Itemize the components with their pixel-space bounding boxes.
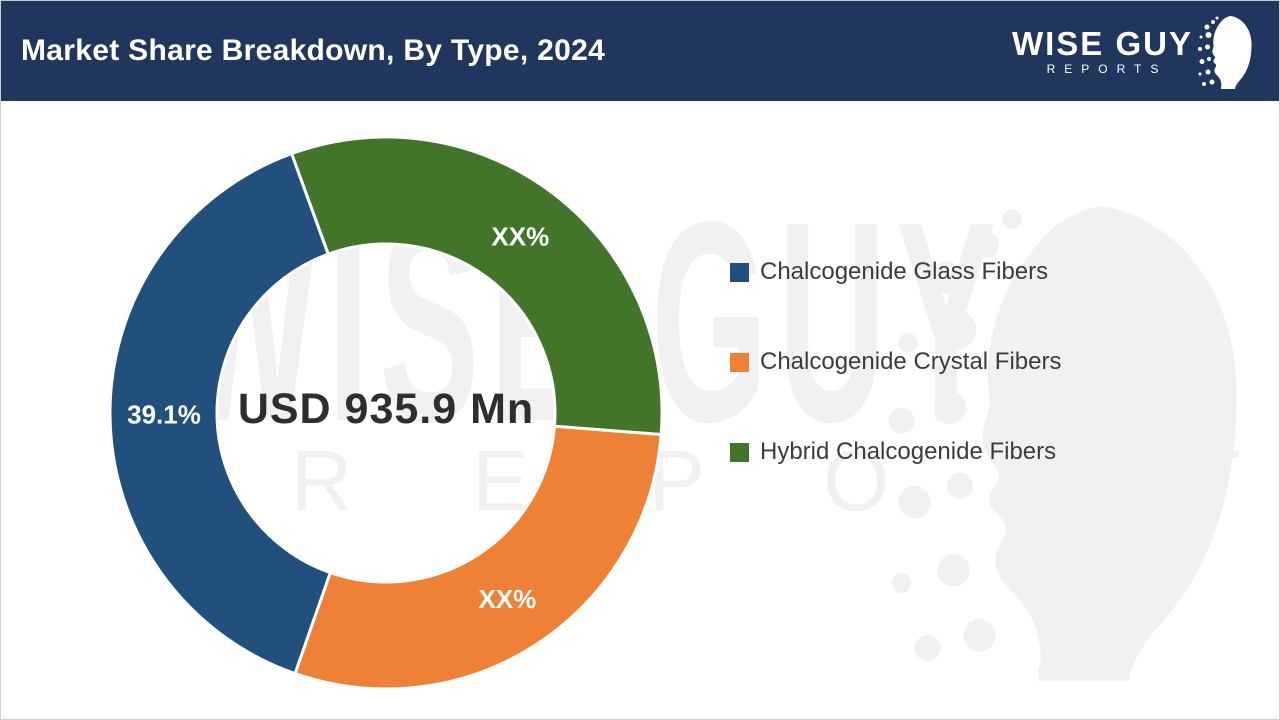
chart-legend: Chalcogenide Glass Fibers Chalcogenide C… (730, 258, 1062, 465)
slice-label: XX% (491, 221, 549, 251)
legend-swatch-orange (730, 352, 749, 372)
header-bar: Market Share Breakdown, By Type, 2024 WI… (1, 1, 1279, 101)
legend-label: Chalcogenide Glass Fibers (760, 258, 1049, 285)
logo-wiseguy-text: WISE GUY (1011, 25, 1193, 62)
wise-guy-reports-logo: WISE GUY REPORTS (1012, 14, 1255, 89)
slice-label: XX% (478, 584, 536, 614)
legend-label: Hybrid Chalcogenide Fibers (760, 438, 1057, 465)
legend-swatch-blue (730, 262, 749, 282)
donut-segment-chalcogenide-glass-fibers (108, 152, 332, 676)
legend-item-chalcogenide-crystal-fibers: Chalcogenide Crystal Fibers (730, 348, 1062, 375)
logo-text: WISE GUY REPORTS (1011, 25, 1193, 77)
slice-label: 39.1% (127, 400, 201, 430)
face-profile-icon (1195, 14, 1255, 89)
legend-label: Chalcogenide Crystal Fibers (760, 348, 1062, 375)
donut-segment-chalcogenide-crystal-fibers (293, 424, 663, 691)
chart-center-value: USD 935.9 Mn (237, 385, 535, 433)
donut-segment-hybrid-chalcogenide-fibers (290, 135, 664, 437)
legend-swatch-green (730, 442, 749, 462)
donut-chart: XX% XX% 39.1% (108, 135, 664, 691)
page-title: Market Share Breakdown, By Type, 2024 (21, 34, 606, 67)
logo-reports-text: REPORTS (1046, 62, 1168, 76)
legend-item-hybrid-chalcogenide-fibers: Hybrid Chalcogenide Fibers (730, 438, 1061, 465)
legend-item-chalcogenide-glass-fibers: Chalcogenide Glass Fibers (730, 258, 1061, 285)
